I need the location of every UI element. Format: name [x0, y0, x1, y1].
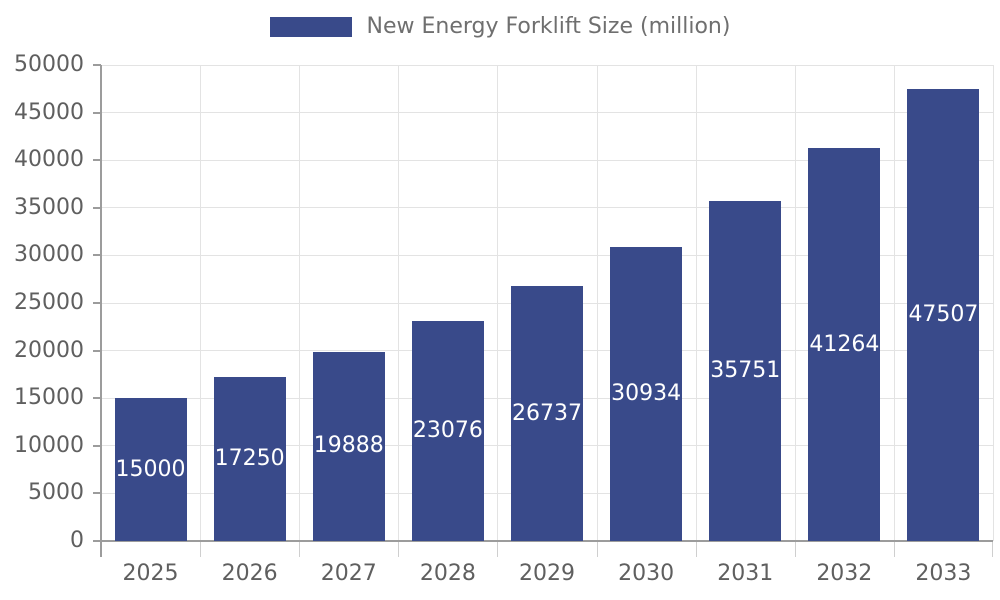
gridline-horizontal	[101, 207, 993, 209]
x-axis-tick	[398, 542, 400, 557]
bar-value-label: 35751	[710, 357, 781, 383]
gridline-vertical	[596, 65, 598, 541]
bar-value-label: 17250	[214, 445, 285, 471]
gridline-horizontal	[101, 159, 993, 161]
gridline-vertical	[893, 65, 895, 541]
y-axis-label: 0	[70, 528, 84, 553]
y-axis-tick	[93, 349, 101, 352]
y-axis-tick	[93, 159, 101, 162]
bar: 47507	[907, 88, 980, 541]
x-axis-label: 2029	[518, 561, 575, 586]
x-axis-label: 2030	[618, 561, 675, 586]
bar: 41264	[808, 148, 881, 541]
x-axis-tick	[992, 542, 993, 557]
x-axis-tick	[695, 542, 697, 557]
bar-value-label: 47507	[908, 301, 979, 327]
gridline-horizontal	[101, 112, 993, 114]
x-axis-tick	[794, 542, 796, 557]
x-axis-tick	[497, 542, 499, 557]
bar: 15000	[114, 398, 187, 541]
bar: 35751	[709, 200, 782, 541]
x-axis-label: 2031	[717, 561, 774, 586]
y-axis-label: 20000	[14, 337, 84, 363]
y-axis-tick	[93, 444, 101, 447]
y-axis-line	[100, 65, 102, 557]
x-axis-label: 2032	[816, 561, 873, 586]
y-axis-label: 35000	[14, 194, 84, 220]
y-axis-label: 45000	[14, 99, 84, 125]
y-axis-tick	[93, 254, 101, 257]
x-axis-tick	[596, 542, 598, 557]
x-axis-tick	[299, 542, 301, 557]
bar-value-label: 26737	[512, 400, 582, 426]
bar-value-label: 41264	[809, 331, 880, 357]
legend[interactable]: New Energy Forklift Size (million)	[0, 14, 1000, 40]
x-axis-label: 2027	[320, 561, 377, 586]
y-axis-tick	[93, 111, 101, 114]
y-axis-label: 10000	[14, 432, 84, 458]
bar: 19888	[312, 351, 385, 541]
gridline-vertical	[398, 65, 400, 541]
bar-value-label: 19888	[313, 433, 384, 459]
bar: 26737	[511, 286, 583, 541]
y-axis-tick	[93, 540, 101, 542]
gridline-vertical	[497, 65, 499, 541]
y-axis-label: 15000	[14, 385, 84, 411]
y-axis-tick	[93, 64, 101, 66]
x-axis-line	[101, 540, 993, 542]
y-axis-tick	[93, 492, 101, 495]
gridline-horizontal	[101, 64, 993, 66]
x-axis-label: 2033	[915, 561, 972, 586]
y-axis-label: 40000	[14, 147, 84, 173]
y-axis-tick	[93, 206, 101, 209]
gridline-vertical	[695, 65, 697, 541]
x-axis-label: 2028	[419, 561, 476, 586]
gridline-horizontal	[101, 254, 993, 256]
y-axis-label: 25000	[14, 290, 84, 315]
y-axis-tick	[93, 302, 101, 304]
y-axis-label: 5000	[28, 480, 84, 506]
gridline-vertical	[299, 65, 301, 541]
y-axis-tick	[93, 397, 101, 400]
bar: 23076	[411, 321, 484, 541]
gridline-vertical	[993, 65, 994, 541]
legend-label: New Energy Forklift Size (million)	[366, 14, 731, 39]
bar-value-label: 23076	[412, 418, 483, 444]
bar: 30934	[610, 246, 683, 541]
x-axis-tick	[893, 542, 895, 557]
legend-swatch-icon	[269, 17, 352, 37]
gridline-vertical	[794, 65, 796, 541]
x-axis-tick	[200, 542, 202, 557]
bar-value-label: 30934	[611, 380, 682, 406]
bar-value-label: 15000	[115, 456, 186, 482]
y-axis-label: 30000	[14, 242, 84, 268]
x-axis-label: 2026	[221, 561, 278, 586]
bar: 17250	[213, 376, 286, 541]
x-axis-label: 2025	[122, 561, 179, 586]
gridline-vertical	[200, 65, 202, 541]
y-axis-label: 50000	[14, 52, 84, 77]
